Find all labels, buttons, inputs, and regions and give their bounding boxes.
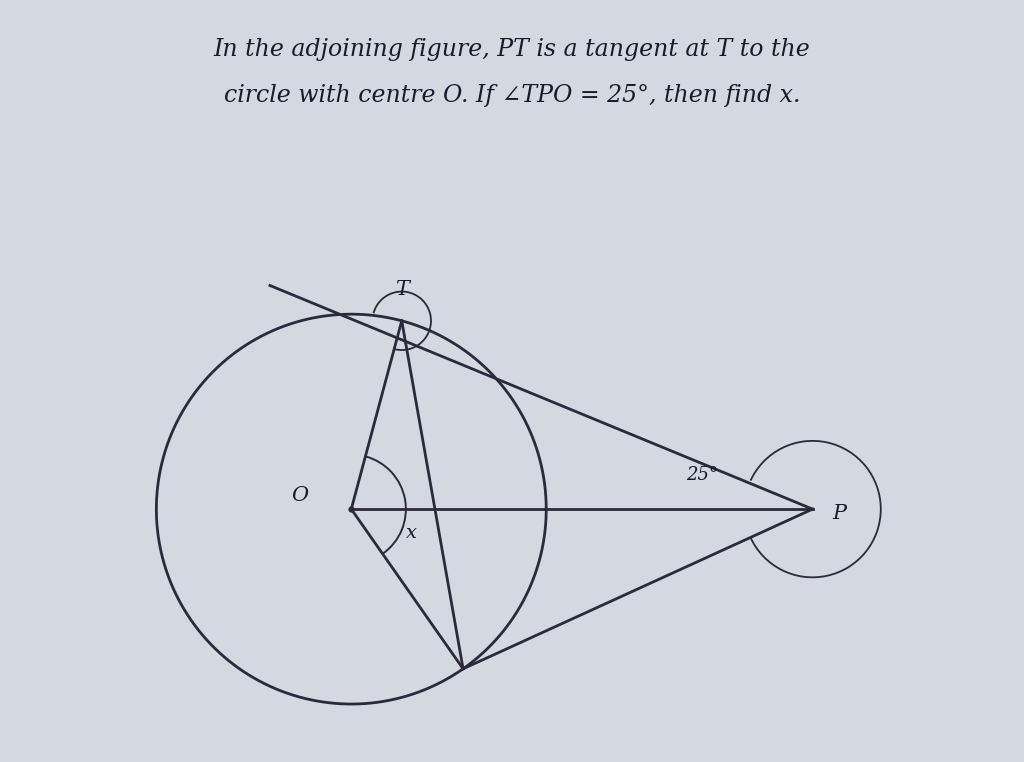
Text: 25°: 25° [686, 466, 718, 484]
Text: x: x [406, 524, 417, 543]
Text: O: O [291, 486, 308, 505]
Text: In the adjoining figure, PT is a tangent at T to the: In the adjoining figure, PT is a tangent… [214, 38, 810, 61]
Text: T: T [395, 280, 409, 299]
Text: P: P [833, 504, 846, 523]
Text: circle with centre O. If ∠TPO = 25°, then find x.: circle with centre O. If ∠TPO = 25°, the… [224, 84, 800, 107]
